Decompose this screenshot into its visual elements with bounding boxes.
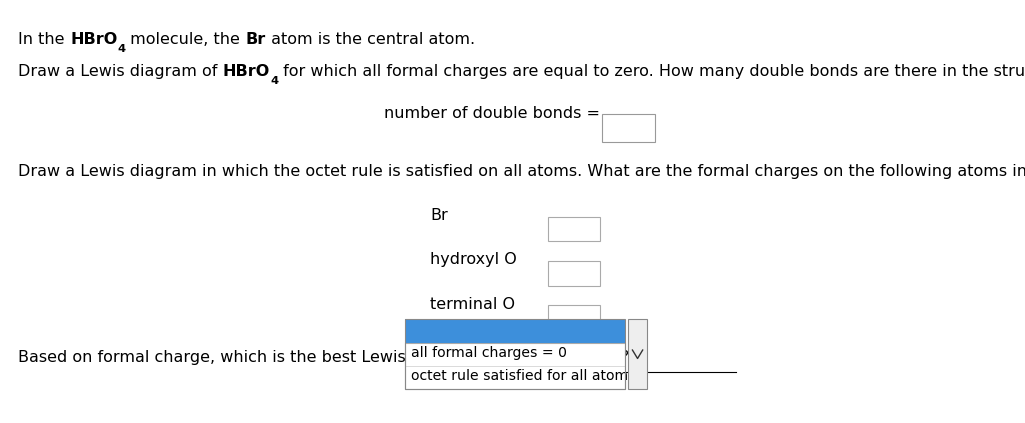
Text: all formal charges = 0: all formal charges = 0 — [411, 346, 567, 360]
Text: HBrO: HBrO — [223, 64, 271, 79]
FancyBboxPatch shape — [548, 261, 600, 286]
Text: molecule, the: molecule, the — [125, 33, 245, 47]
Text: HBrO: HBrO — [70, 33, 117, 47]
FancyBboxPatch shape — [548, 305, 600, 330]
FancyBboxPatch shape — [548, 217, 600, 241]
Text: Based on formal charge, which is the best Lewis structure for the molecule?: Based on formal charge, which is the bes… — [18, 350, 629, 365]
Text: terminal O: terminal O — [430, 297, 516, 312]
Text: In the: In the — [18, 33, 70, 47]
Text: for which all formal charges are equal to zero. How many double bonds are there : for which all formal charges are equal t… — [279, 64, 1025, 79]
FancyBboxPatch shape — [628, 319, 647, 389]
FancyBboxPatch shape — [405, 343, 625, 389]
Text: Br: Br — [245, 33, 265, 47]
Text: Draw a Lewis diagram in which the octet rule is satisfied on all atoms. What are: Draw a Lewis diagram in which the octet … — [18, 164, 1025, 179]
Text: 4: 4 — [271, 76, 279, 86]
Text: atom is the central atom.: atom is the central atom. — [265, 33, 475, 47]
FancyBboxPatch shape — [602, 114, 655, 142]
Text: Draw a Lewis diagram of: Draw a Lewis diagram of — [18, 64, 223, 79]
Text: Br: Br — [430, 208, 448, 223]
Text: octet rule satisfied for all atoms: octet rule satisfied for all atoms — [411, 369, 636, 383]
Text: 4: 4 — [117, 44, 125, 54]
Text: number of double bonds =: number of double bonds = — [384, 107, 601, 121]
Text: hydroxyl O: hydroxyl O — [430, 253, 518, 267]
FancyBboxPatch shape — [405, 319, 625, 343]
